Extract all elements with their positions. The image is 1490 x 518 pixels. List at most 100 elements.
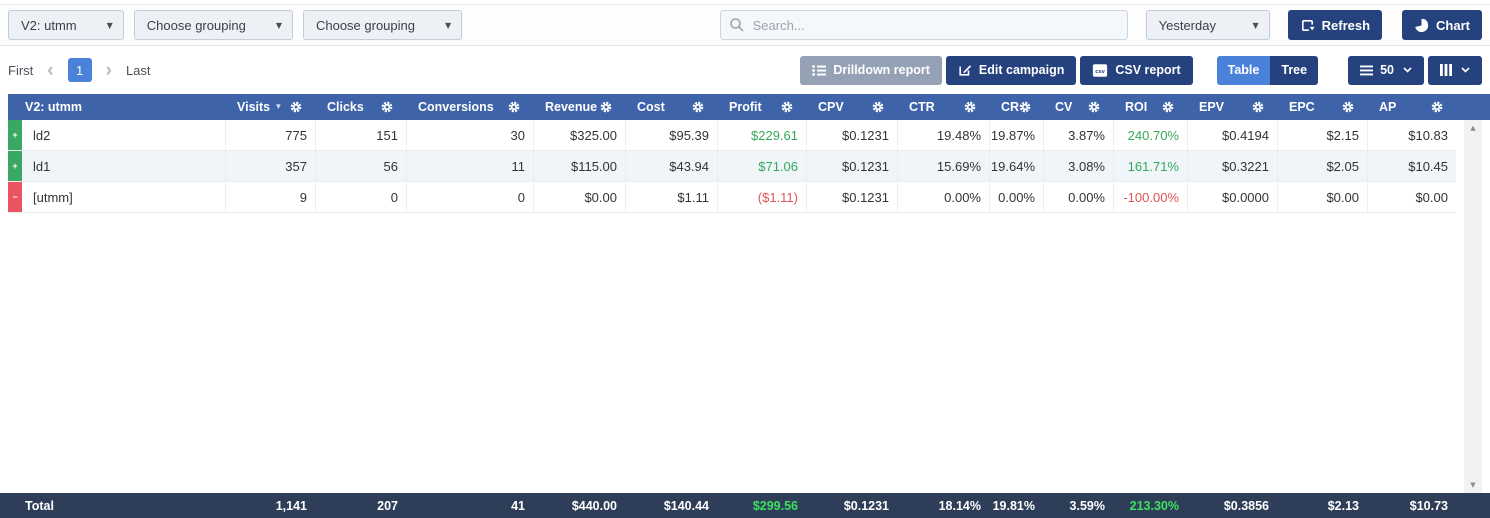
header-cell-cost[interactable]: Cost [625,94,717,120]
edit-campaign-button[interactable]: Edit campaign [945,55,1077,85]
column-settings-gear-icon[interactable] [381,101,393,113]
cell-ctr: 19.48% [897,120,989,150]
column-settings-gear-icon[interactable] [1019,101,1031,113]
sort-caret-icon: ▾ [276,102,281,112]
header-cell-ctr[interactable]: CTR [897,94,989,120]
view-table-button[interactable]: Table [1216,55,1271,85]
search-input[interactable] [719,10,1128,40]
header-cell-epc[interactable]: EPC [1277,94,1367,120]
table-row[interactable]: + ld1 357 56 11 $115.00 $43.94 $71.06 $0.1231 15.… [8,151,1456,182]
pagination-last[interactable]: Last [125,62,151,78]
total-epv: $0.3856 [1223,498,1269,513]
header-cell-roi[interactable]: ROI [1113,94,1187,120]
drilldown-report-label: Drilldown report [833,63,930,77]
refresh-icon [1301,19,1315,31]
view-table-label: Table [1227,63,1260,77]
column-settings-gear-icon[interactable] [1342,101,1354,113]
header-label-cr: CR [1001,100,1020,114]
cell-cost: $95.39 [625,120,717,150]
cell-epv: $0.4194 [1187,120,1277,150]
chart-button[interactable]: Chart [1402,10,1482,40]
cell-ap: $0.00 [1367,182,1456,212]
cell-conversions: 0 [406,182,533,212]
header-cell-epv[interactable]: EPV [1187,94,1277,120]
total-bar: Total 1,141 207 41 $440.00 $140.44 $299.56 $0.1… [0,493,1490,518]
cell-ctr: 0.00% [897,182,989,212]
cell-revenue: $0.00 [533,182,625,212]
column-settings-gear-icon[interactable] [1431,101,1443,113]
rows-per-page-button[interactable]: 50 [1348,55,1424,85]
column-settings-gear-icon[interactable] [692,101,704,113]
variable-filter-select[interactable]: V2: utmm ▼ [8,10,124,40]
column-settings-gear-icon[interactable] [964,101,976,113]
cell-epv: $0.0000 [1187,182,1277,212]
column-settings-gear-icon[interactable] [1088,101,1100,113]
header-label-revenue: Revenue [545,100,598,114]
header-cell-cr[interactable]: CR [989,94,1043,120]
header-label-epv: EPV [1199,100,1225,114]
refresh-button[interactable]: Refresh [1287,10,1383,40]
cell-clicks: 0 [315,182,406,212]
total-ctr: 18.14% [938,498,981,513]
date-range-select[interactable]: Yesterday ▼ [1145,10,1270,40]
header-cell-cv[interactable]: CV [1043,94,1113,120]
header-cell-ap[interactable]: AP [1367,94,1456,120]
scroll-down-icon[interactable]: ▼ [1470,481,1476,489]
header-cell-name[interactable]: V2: utmm [8,94,225,120]
columns-button[interactable] [1428,55,1482,85]
page-prev-icon[interactable]: ‹ [47,59,54,81]
view-mode-toggle: Table Tree [1216,55,1319,85]
page-next-icon[interactable]: › [105,59,112,81]
header-label-roi: ROI [1125,100,1148,114]
scroll-up-icon[interactable]: ▲ [1470,124,1476,132]
header-cell-revenue[interactable]: Revenue [533,94,625,120]
vertical-scrollbar[interactable]: ▲ ▼ [1464,120,1482,493]
table-body: + ld2 775 151 30 $325.00 $95.39 $229.61 $0.1231 1… [8,120,1456,213]
table-row[interactable]: − [utmm] 9 0 0 $0.00 $1.11 ($1.11) $0.1231 0.00% 0… [8,182,1456,213]
row-name-label: ld1 [33,158,51,174]
cell-cv: 3.87% [1043,120,1113,150]
cell-epv: $0.3221 [1187,151,1277,181]
grouping-select-1[interactable]: Choose grouping ▼ [133,10,293,40]
grouping-select-2[interactable]: Choose grouping ▼ [302,10,463,40]
bulleted-list-icon [812,64,827,76]
cell-cv: 3.08% [1043,151,1113,181]
cell-revenue: $325.00 [533,120,625,150]
cell-clicks: 151 [315,120,406,150]
total-visits: 1,141 [275,498,307,513]
column-settings-gear-icon[interactable] [1162,101,1174,113]
column-settings-gear-icon[interactable] [1252,101,1264,113]
row-name-label: ld2 [33,127,51,143]
cell-cr: 0.00% [989,182,1043,212]
column-settings-gear-icon[interactable] [781,101,793,113]
total-ap: $10.73 [1409,498,1448,513]
column-settings-gear-icon[interactable] [508,101,520,113]
cell-profit: ($1.11) [717,182,806,212]
view-tree-label: Tree [1281,63,1308,77]
status-indicator: − [8,182,22,212]
search-box [719,10,1128,40]
header-cell-clicks[interactable]: Clicks [315,94,406,120]
pie-chart-icon [1415,18,1429,32]
header-cell-visits[interactable]: Visits ▾ [225,94,315,120]
cell-roi: 240.70% [1113,120,1187,150]
column-settings-gear-icon[interactable] [872,101,884,113]
header-cell-cpv[interactable]: CPV [806,94,897,120]
chevron-down-icon [1403,67,1412,73]
column-settings-gear-icon[interactable] [290,101,302,113]
view-tree-button[interactable]: Tree [1270,55,1319,85]
header-cell-conversions[interactable]: Conversions [406,94,533,120]
page-number-current[interactable]: 1 [67,58,92,82]
total-profit: $299.56 [752,498,798,513]
header-cell-profit[interactable]: Profit [717,94,806,120]
drilldown-report-button[interactable]: Drilldown report [800,55,942,85]
pagination-first[interactable]: First [8,62,34,78]
column-settings-gear-icon[interactable] [600,101,612,113]
cell-cpv: $0.1231 [806,182,897,212]
table-row[interactable]: + ld2 775 151 30 $325.00 $95.39 $229.61 $0.1231 1… [8,120,1456,151]
header-label-ap: AP [1379,100,1397,114]
csv-report-button[interactable]: csv CSV report [1080,55,1193,85]
total-cv: 3.59% [1069,498,1105,513]
action-bar: First ‹ 1 › Last Drilldown report Ed [0,47,1490,93]
